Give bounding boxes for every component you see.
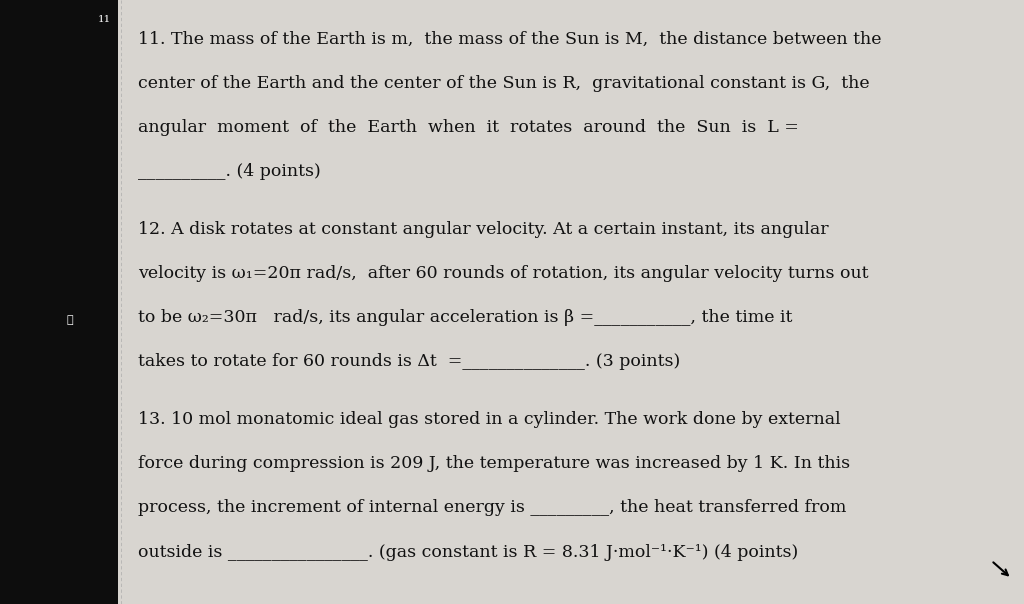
Bar (0, 0, 118, 604)
Text: 11. The mass of the Earth is m,  the mass of the Sun is M,  the distance between: 11. The mass of the Earth is m, the mass… (138, 31, 882, 48)
Text: process, the increment of internal energy is _________, the heat transferred fro: process, the increment of internal energ… (138, 500, 847, 516)
Text: to be ω₂=30π   rad/s, its angular acceleration is β =___________, the time it: to be ω₂=30π rad/s, its angular accelera… (138, 309, 793, 326)
Text: __________. (4 points): __________. (4 points) (138, 163, 321, 180)
Text: 姜: 姜 (67, 315, 73, 325)
Text: takes to rotate for 60 rounds is Δt  =______________. (3 points): takes to rotate for 60 rounds is Δt =___… (138, 353, 681, 370)
Text: 12. A disk rotates at constant angular velocity. At a certain instant, its angul: 12. A disk rotates at constant angular v… (138, 221, 828, 238)
Text: angular  moment  of  the  Earth  when  it  rotates  around  the  Sun  is  L =: angular moment of the Earth when it rota… (138, 119, 799, 136)
Text: center of the Earth and the center of the Sun is R,  gravitational constant is G: center of the Earth and the center of th… (138, 75, 869, 92)
Text: outside is ________________. (gas constant is R = 8.31 J·mol⁻¹·K⁻¹) (4 points): outside is ________________. (gas consta… (138, 544, 799, 561)
Text: 11: 11 (97, 15, 111, 24)
Text: 13. 10 mol monatomic ideal gas stored in a cylinder. The work done by external: 13. 10 mol monatomic ideal gas stored in… (138, 411, 841, 428)
Text: velocity is ω₁=20π rad/s,  after 60 rounds of rotation, its angular velocity tur: velocity is ω₁=20π rad/s, after 60 round… (138, 265, 868, 282)
Text: force during compression is 209 J, the temperature was increased by 1 K. In this: force during compression is 209 J, the t… (138, 455, 850, 472)
